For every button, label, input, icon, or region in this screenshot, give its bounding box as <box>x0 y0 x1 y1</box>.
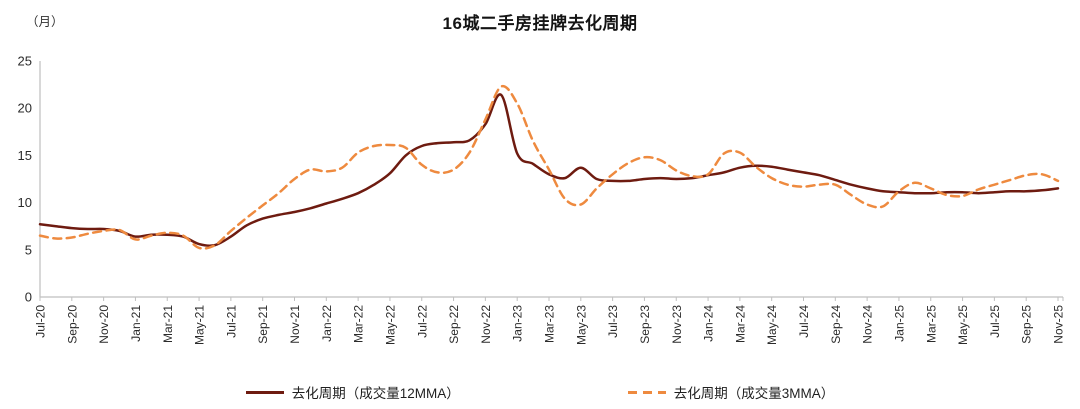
y-tick-label: 20 <box>18 101 32 116</box>
y-tick-label: 5 <box>25 242 32 257</box>
x-tick-label: Jul-21 <box>224 305 238 338</box>
y-tick-label: 10 <box>18 195 32 210</box>
chart-svg: Jul-20 Sep-20 Nov-20 Jan-21 Mar-21 May-21 Jul-… <box>18 54 1066 346</box>
x-tick-label: Jul-23 <box>606 305 620 338</box>
x-tick-label: Jan-22 <box>320 305 334 342</box>
y-tick-label: 0 <box>25 290 32 305</box>
x-tick-label: Mar-21 <box>161 305 175 343</box>
x-tick-label: May-24 <box>765 305 779 345</box>
line-chart-canvas: Jul-20 Sep-20 Nov-20 Jan-21 Mar-21 May-21 Jul-… <box>18 54 1066 346</box>
x-tick-label: Jan-24 <box>702 305 716 342</box>
x-tick-label: Jul-20 <box>34 305 48 338</box>
x-tick-label: Nov-20 <box>97 305 111 344</box>
x-tick-label: Mar-22 <box>352 305 366 343</box>
x-tick-label: Nov-23 <box>670 305 684 344</box>
series-12mma-line <box>38 93 1060 247</box>
legend-label-3mma: 去化周期（成交量3MMA） <box>673 386 835 401</box>
legend-item-12mma: 去化周期（成交量12MMA） <box>245 382 460 402</box>
x-tick-label: Sep-24 <box>829 305 843 344</box>
x-tick-label: Sep-22 <box>447 305 461 344</box>
chart-legend: 去化周期（成交量12MMA） 去化周期（成交量3MMA） <box>0 382 1080 402</box>
x-tick-label: Sep-25 <box>1020 305 1034 344</box>
chart-title: 16城二手房挂牌去化周期 <box>442 14 638 33</box>
x-tick-label: Jul-22 <box>415 305 429 338</box>
y-axis-unit-label: （月） <box>26 15 64 29</box>
y-tick-label: 15 <box>18 148 32 163</box>
x-tick-label: Mar-24 <box>733 305 747 343</box>
x-tick-label: Sep-23 <box>638 305 652 344</box>
x-tick-label: Jan-23 <box>511 305 525 342</box>
x-tick-label: Nov-21 <box>288 305 302 344</box>
x-tick-label: Nov-24 <box>861 305 875 344</box>
y-tick-label: 25 <box>18 54 32 69</box>
axis-lines <box>39 61 1063 298</box>
series-3mma-line <box>38 84 1060 250</box>
x-tick-label: Jul-24 <box>797 305 811 338</box>
legend-dashed-line-marker <box>627 390 666 394</box>
x-tick-label: Sep-20 <box>65 305 79 344</box>
x-tick-label: Jan-25 <box>892 305 906 342</box>
x-tick-label: Sep-21 <box>256 305 270 344</box>
x-tick-label: May-23 <box>574 305 588 345</box>
x-tick-label: Mar-25 <box>924 305 938 343</box>
x-tick-label: May-25 <box>956 305 970 345</box>
x-tick-label: Nov-25 <box>1052 305 1066 344</box>
x-tick-label: May-22 <box>383 305 397 345</box>
legend-item-3mma: 去化周期（成交量3MMA） <box>627 382 835 402</box>
x-tick-label: Nov-22 <box>479 305 493 344</box>
legend-label-12mma: 去化周期（成交量12MMA） <box>291 386 460 401</box>
legend-solid-line-marker <box>245 390 284 394</box>
x-tick-label: Jul-25 <box>988 305 1002 338</box>
x-tick-label: May-21 <box>193 305 207 345</box>
x-tick-label: Jan-21 <box>129 305 143 342</box>
x-tick-label: Mar-23 <box>543 305 557 343</box>
